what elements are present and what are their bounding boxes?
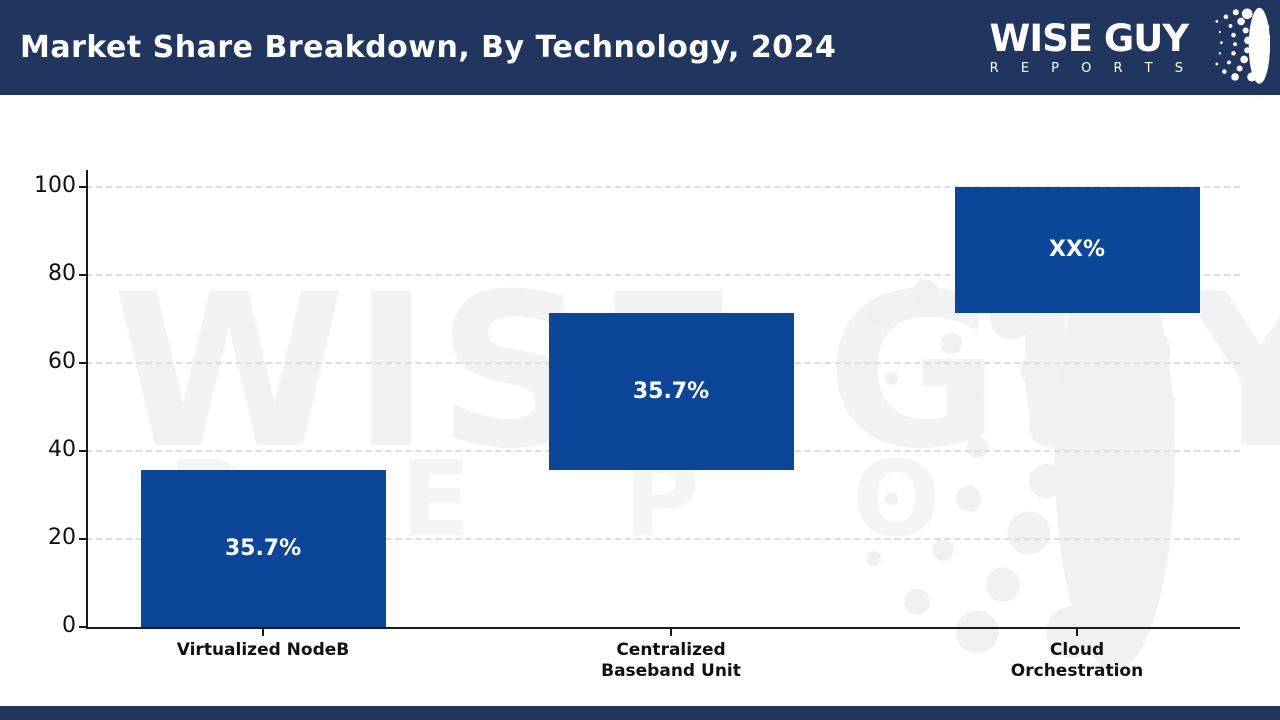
- x-axis-line: [86, 627, 1240, 629]
- gridline-80: [86, 274, 1240, 276]
- chart-title: Market Share Breakdown, By Technology, 2…: [20, 30, 837, 65]
- bar-value-label-centralized-baseband-unit: 35.7%: [632, 378, 710, 404]
- y-tick-label-40: 40: [48, 437, 76, 462]
- bar-centralized-baseband-unit: 35.7%: [548, 312, 794, 470]
- y-tick-mark-100: [79, 186, 87, 188]
- y-tick-label-80: 80: [48, 261, 76, 286]
- x-tick-mark-cloud-orchestration: [1076, 629, 1078, 636]
- bar-virtualized-nodeb: 35.7%: [140, 469, 386, 627]
- x-tick-mark-virtualized-nodeb: [262, 629, 264, 636]
- y-tick-mark-60: [79, 362, 87, 364]
- y-tick-label-100: 100: [34, 173, 76, 198]
- logo-wordmark: WISE GUY: [989, 17, 1190, 60]
- header-bar: Market Share Breakdown, By Technology, 2…: [0, 0, 1280, 95]
- footer-bar: [0, 706, 1280, 720]
- x-category-label-cloud-orchestration: Cloud Orchestration: [1010, 640, 1144, 682]
- logo-reports-text: R E P O R T S: [989, 61, 1192, 76]
- logo-face-icon: [1215, 7, 1270, 84]
- y-tick-mark-20: [79, 538, 87, 540]
- x-tick-mark-centralized-baseband-unit: [670, 629, 672, 636]
- y-tick-mark-40: [79, 450, 87, 452]
- gridline-100: [86, 186, 1240, 188]
- y-tick-label-60: 60: [48, 349, 76, 374]
- x-category-label-virtualized-nodeb: Virtualized NodeB: [176, 640, 350, 660]
- bar-value-label-cloud-orchestration: XX%: [1049, 237, 1105, 263]
- gridline-20: [86, 538, 1240, 540]
- y-tick-mark-0: [79, 626, 87, 628]
- x-category-label-centralized-baseband-unit: Centralized Baseband Unit: [601, 640, 741, 682]
- y-tick-mark-80: [79, 274, 87, 276]
- y-axis-line: [86, 170, 88, 629]
- logo-text: WISE GUY R E P O R T S: [986, 20, 1192, 75]
- y-tick-label-20: 20: [48, 525, 76, 550]
- wise-guy-reports-logo: WISE GUY R E P O R T S: [986, 6, 1280, 90]
- bar-cloud-orchestration: XX%: [954, 187, 1200, 313]
- y-tick-label-0: 0: [62, 613, 76, 638]
- bar-value-label-virtualized-nodeb: 35.7%: [224, 535, 302, 561]
